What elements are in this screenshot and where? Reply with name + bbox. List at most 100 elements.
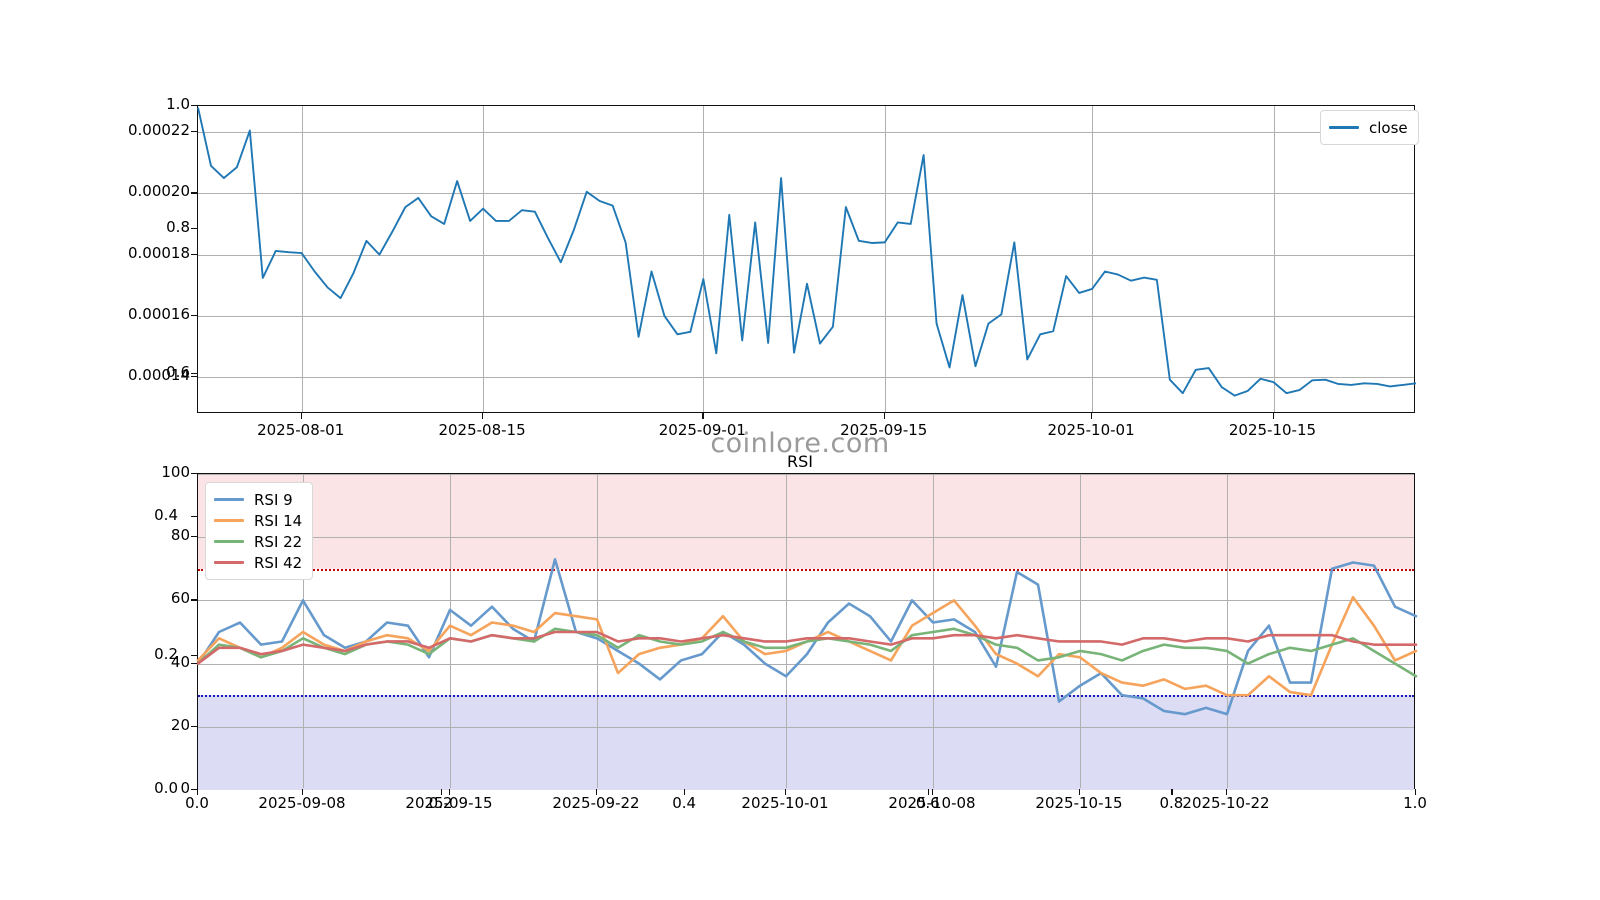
rsi-chart-panel — [196, 473, 1418, 790]
overbought-threshold-line — [198, 568, 1414, 571]
gridline — [198, 600, 1414, 602]
axis-tick-mark — [449, 789, 451, 795]
legend-label-rsi-42: RSI 42 — [254, 553, 303, 572]
axis-tick-label-overlay: 0.4 — [672, 794, 697, 812]
price-chart-panel — [197, 105, 1417, 413]
axis-tick-label-overlay: 0.6 — [166, 363, 190, 381]
axis-tick-mark — [785, 789, 787, 795]
watermark: coinlore.com — [710, 428, 890, 459]
axis-tick-mark — [1415, 789, 1417, 795]
gridline — [198, 726, 1414, 728]
axis-tick-label: 0 — [180, 779, 190, 797]
axis-tick-label: 0.00020 — [127, 182, 190, 201]
threshold-band — [198, 474, 1414, 569]
axis-tick-label: 2025-09-15 — [840, 421, 928, 439]
axis-tick-label: 20 — [170, 715, 190, 734]
rsi-legend[interactable]: RSI 9 RSI 14 RSI 22 RSI 42 — [205, 482, 314, 580]
axis-tick-mark — [702, 413, 704, 419]
price-legend[interactable]: close — [1320, 110, 1419, 145]
axis-tick-label: 2025-09-15 — [405, 794, 493, 812]
line-swatch-icon — [214, 560, 244, 565]
axis-tick-label-overlay: 0.8 — [166, 218, 190, 236]
gridline — [198, 132, 1414, 133]
rsi-line-rsi-22 — [196, 627, 1418, 678]
axis-tick-mark — [191, 599, 197, 601]
axis-tick-mark — [191, 314, 197, 317]
gridline — [483, 106, 485, 412]
gridline — [198, 377, 1414, 379]
axis-tick-label-overlay: 0.8 — [1159, 794, 1184, 812]
gridline — [1273, 106, 1275, 412]
axis-tick-mark — [1091, 413, 1093, 419]
axis-tick-mark — [1226, 789, 1228, 795]
axis-tick-label-overlay: 0.0 — [185, 794, 209, 812]
axis-tick-mark — [883, 413, 885, 419]
gridline — [450, 474, 451, 788]
line-swatch-icon — [1329, 125, 1359, 130]
line-swatch-icon — [214, 539, 244, 544]
axis-tick-mark — [1272, 413, 1274, 419]
gridline — [1092, 106, 1094, 412]
axis-tick-label: 0.00022 — [127, 121, 190, 140]
axis-tick-label: 2025-09-22 — [552, 794, 640, 812]
axis-tick-mark — [191, 376, 197, 378]
axis-tick-label: 2025-09-08 — [258, 794, 346, 812]
axis-tick-label: 80 — [170, 526, 190, 545]
axis-tick-mark — [596, 789, 598, 795]
price-line-plot — [197, 107, 1417, 397]
axis-tick-mark — [191, 473, 197, 475]
gridline — [198, 254, 1414, 256]
legend-item-rsi-14: RSI 14 — [214, 510, 302, 531]
axis-tick-label-overlay: 0.6 — [915, 794, 940, 812]
axis-tick-mark — [191, 105, 197, 107]
axis-tick-label-overlay: 1.0 — [1403, 794, 1427, 812]
axis-tick-mark — [191, 192, 197, 194]
axis-tick-label: 60 — [170, 589, 190, 608]
axis-tick-mark — [191, 536, 197, 538]
axis-tick-label-overlay: 0.2 — [428, 794, 453, 812]
axis-tick-label: 100 — [161, 463, 190, 481]
axis-tick-mark — [191, 662, 197, 664]
oversold-threshold-line — [198, 695, 1414, 698]
axis-tick-label: 2025-09-01 — [658, 421, 746, 439]
axis-tick-mark — [440, 789, 442, 795]
line-swatch-icon — [214, 497, 244, 502]
legend-label-rsi-9: RSI 9 — [254, 490, 293, 509]
axis-tick-label-overlay: 1.0 — [166, 95, 190, 113]
axis-tick-label: 2025-08-15 — [438, 421, 526, 439]
axis-tick-label: 2025-10-01 — [741, 794, 829, 812]
axis-tick-label: 2025-10-22 — [1182, 794, 1270, 812]
gridline — [198, 663, 1414, 665]
rsi-line-plot — [196, 558, 1418, 716]
gridline — [198, 315, 1414, 317]
gridline — [786, 474, 787, 788]
legend-label-rsi-22: RSI 22 — [254, 532, 303, 551]
axis-tick-mark — [1079, 789, 1081, 795]
axis-tick-mark — [1171, 789, 1173, 795]
axis-tick-mark — [300, 413, 302, 419]
axis-tick-mark — [684, 789, 686, 795]
gridline — [884, 106, 886, 412]
axis-tick-mark — [191, 725, 197, 728]
axis-tick-mark — [932, 789, 934, 795]
gridline — [198, 193, 1414, 195]
legend-label-rsi-14: RSI 14 — [254, 511, 303, 530]
axis-tick-mark — [191, 516, 197, 518]
axis-tick-mark — [191, 253, 197, 255]
axis-tick-mark — [197, 789, 199, 795]
axis-tick-label-overlay: 0.2 — [154, 645, 178, 663]
axis-tick-label: 2025-08-01 — [257, 421, 345, 439]
gridline — [1080, 474, 1081, 788]
axis-tick-label: 2025-10-08 — [888, 794, 976, 812]
legend-item-close: close — [1329, 117, 1408, 138]
axis-tick-mark — [302, 789, 304, 795]
threshold-band — [198, 695, 1414, 790]
rsi-line-rsi-14 — [196, 595, 1418, 697]
axis-tick-label: 0.00016 — [127, 304, 190, 323]
gridline — [301, 106, 303, 412]
axis-tick-label-overlay: 0.0 — [154, 779, 178, 797]
axis-tick-mark — [927, 789, 930, 795]
axis-tick-mark — [191, 131, 197, 133]
axis-tick-label: 0.00014 — [127, 366, 190, 385]
axis-tick-label: 0.00018 — [127, 243, 190, 262]
